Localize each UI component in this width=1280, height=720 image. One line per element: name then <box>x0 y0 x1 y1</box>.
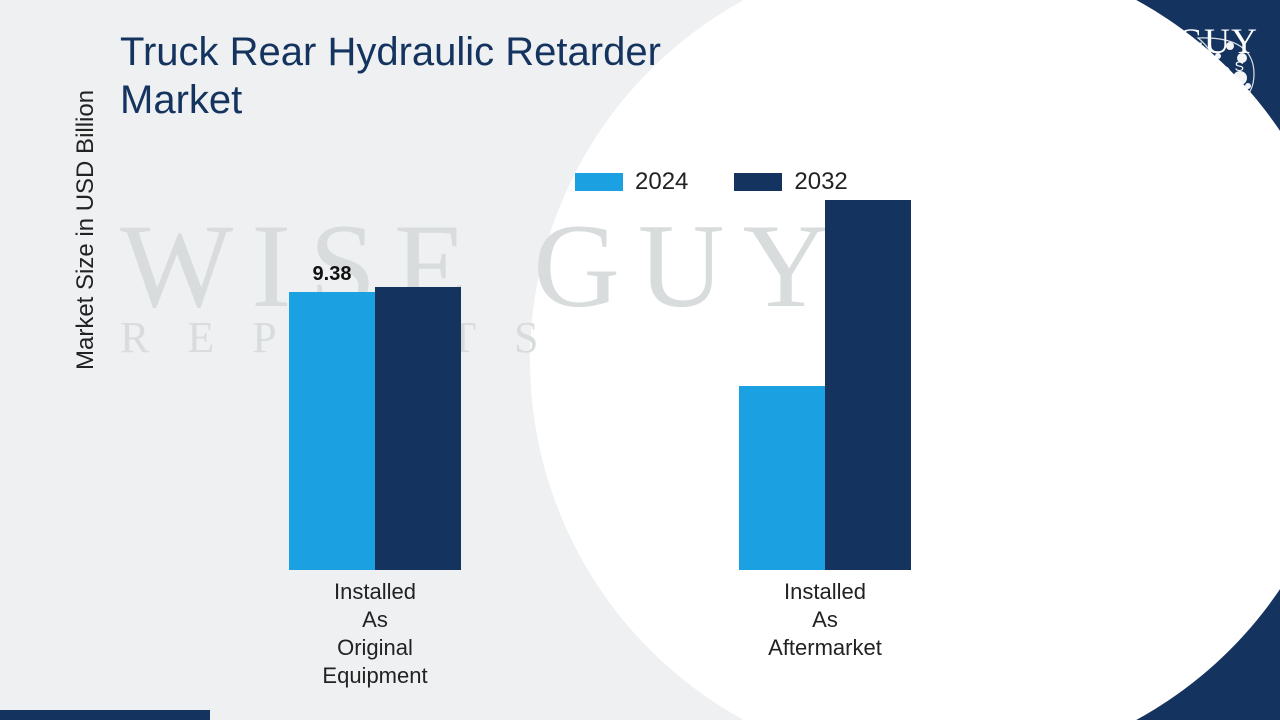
head-icon <box>1048 26 1258 122</box>
bar-pair <box>739 200 911 570</box>
bar-group: InstalledAsAftermarket <box>720 200 930 570</box>
legend: 2024 2032 <box>575 168 848 196</box>
bar-pair: 9.38 <box>289 200 461 570</box>
legend-label-1: 2032 <box>794 168 847 196</box>
page-title: Truck Rear Hydraulic Retarder Market <box>120 28 680 124</box>
bar <box>739 386 825 570</box>
bottom-accent-bar <box>0 710 210 720</box>
bar <box>375 287 461 570</box>
legend-swatch-1 <box>734 173 782 191</box>
bar <box>289 292 375 570</box>
legend-item-0: 2024 <box>575 168 688 196</box>
category-label: InstalledAsOriginalEquipment <box>270 570 480 691</box>
bar <box>825 200 911 570</box>
y-axis-label: Market Size in USD Billion <box>72 90 100 370</box>
bar-group: 9.38InstalledAsOriginalEquipment <box>270 200 480 570</box>
brand-logo: WISE GUY R E P O R T S <box>986 20 1258 74</box>
bar-chart: 9.38InstalledAsOriginalEquipmentInstalle… <box>110 200 910 570</box>
legend-label-0: 2024 <box>635 168 688 196</box>
legend-swatch-0 <box>575 173 623 191</box>
category-label: InstalledAsAftermarket <box>720 570 930 662</box>
bar-value-label: 9.38 <box>313 263 352 286</box>
legend-item-1: 2032 <box>734 168 847 196</box>
chart-canvas: WISE GUY REPORTS Truck Rear Hydraulic Re… <box>0 0 1280 720</box>
